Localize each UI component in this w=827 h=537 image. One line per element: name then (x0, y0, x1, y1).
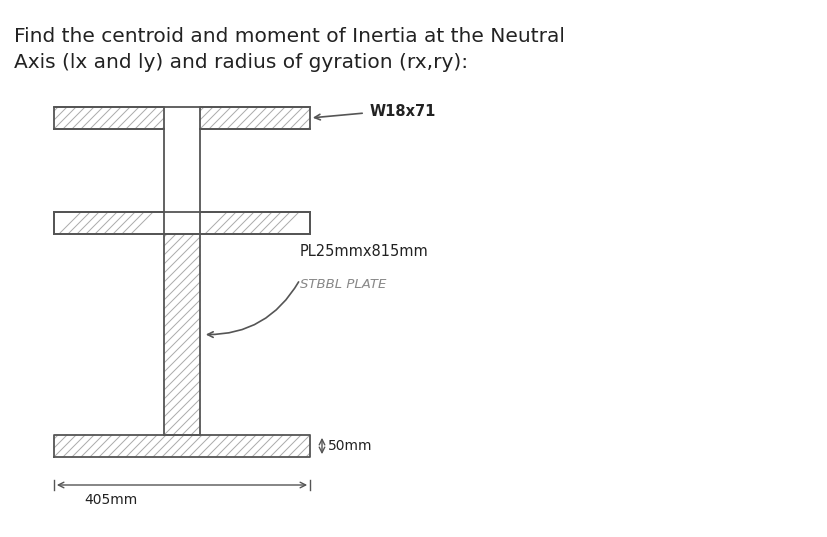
Text: 405mm: 405mm (84, 493, 137, 507)
Bar (54, 212, 164, 234)
Text: 50mm: 50mm (327, 439, 372, 453)
Bar (54, 435, 309, 457)
Bar (200, 212, 309, 234)
Text: STBBL PLATE: STBBL PLATE (299, 278, 386, 291)
Text: PL25mmx815mm: PL25mmx815mm (299, 244, 428, 259)
Text: W18x71: W18x71 (370, 104, 436, 119)
Bar (200, 107, 309, 129)
Text: Axis (lx and ly) and radius of gyration (rx,ry):: Axis (lx and ly) and radius of gyration … (14, 53, 467, 72)
Text: Find the centroid and moment of Inertia at the Neutral: Find the centroid and moment of Inertia … (14, 27, 564, 46)
Bar (164, 234, 200, 435)
Bar (54, 107, 164, 129)
